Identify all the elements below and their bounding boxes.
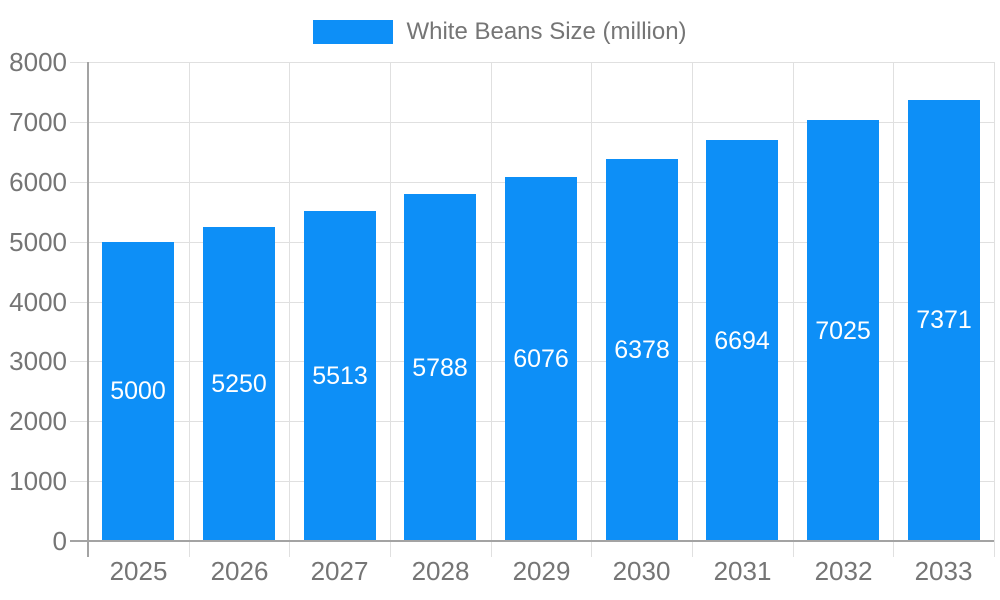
bar[interactable]	[706, 140, 778, 540]
x-gridline	[390, 62, 391, 557]
y-axis-tick-label: 0	[52, 526, 67, 556]
bar-value-label: 5250	[211, 370, 267, 398]
x-axis-tick-label: 2029	[512, 556, 571, 586]
x-axis-tick-label: 2027	[310, 556, 369, 586]
x-axis-tick-label: 2030	[612, 556, 671, 586]
y-axis-tick-label: 6000	[9, 167, 67, 197]
bar-value-label: 6378	[614, 336, 670, 364]
x-gridline	[491, 62, 492, 557]
bar[interactable]	[203, 227, 275, 540]
y-axis-tick-label: 8000	[9, 47, 67, 77]
x-axis-line	[70, 540, 994, 542]
x-axis-tick-label: 2033	[914, 556, 973, 586]
y-axis-tick-label: 1000	[9, 466, 67, 496]
bar[interactable]	[606, 159, 678, 540]
bar-value-label: 5000	[110, 377, 166, 405]
x-gridline	[189, 62, 190, 557]
bar-value-label: 7371	[916, 306, 972, 334]
bar[interactable]	[807, 120, 879, 540]
bar-value-label: 5788	[412, 354, 468, 382]
bar[interactable]	[505, 177, 577, 540]
y-axis-tick-label: 3000	[9, 346, 67, 376]
bar[interactable]	[304, 211, 376, 540]
chart-legend[interactable]: White Beans Size (million)	[0, 18, 1000, 46]
bar-value-label: 6694	[714, 327, 770, 355]
y-axis-tick-label: 2000	[9, 406, 67, 436]
y-axis-tick-label: 4000	[9, 287, 67, 317]
x-axis-tick-label: 2025	[109, 556, 168, 586]
x-axis-tick-label: 2028	[411, 556, 470, 586]
bar-value-label: 6076	[513, 345, 569, 373]
bar-value-label: 5513	[312, 362, 368, 390]
bar[interactable]	[404, 194, 476, 540]
x-gridline	[994, 62, 995, 557]
y-gridline	[70, 122, 994, 123]
bar[interactable]	[102, 242, 174, 540]
y-axis-tick-label: 7000	[9, 107, 67, 137]
legend-swatch	[313, 20, 394, 44]
y-gridline	[70, 62, 994, 63]
y-axis-line	[87, 62, 89, 557]
x-axis-tick-label: 2032	[814, 556, 873, 586]
bar-value-label: 7025	[815, 317, 871, 345]
y-axis-tick-label: 5000	[9, 227, 67, 257]
x-gridline	[893, 62, 894, 557]
legend-label: White Beans Size (million)	[406, 18, 687, 45]
x-gridline	[591, 62, 592, 557]
x-axis-tick-label: 2026	[210, 556, 269, 586]
x-gridline	[692, 62, 693, 557]
x-gridline	[793, 62, 794, 557]
bar[interactable]	[908, 100, 980, 540]
x-gridline	[289, 62, 290, 557]
x-axis-tick-label: 2031	[713, 556, 772, 586]
